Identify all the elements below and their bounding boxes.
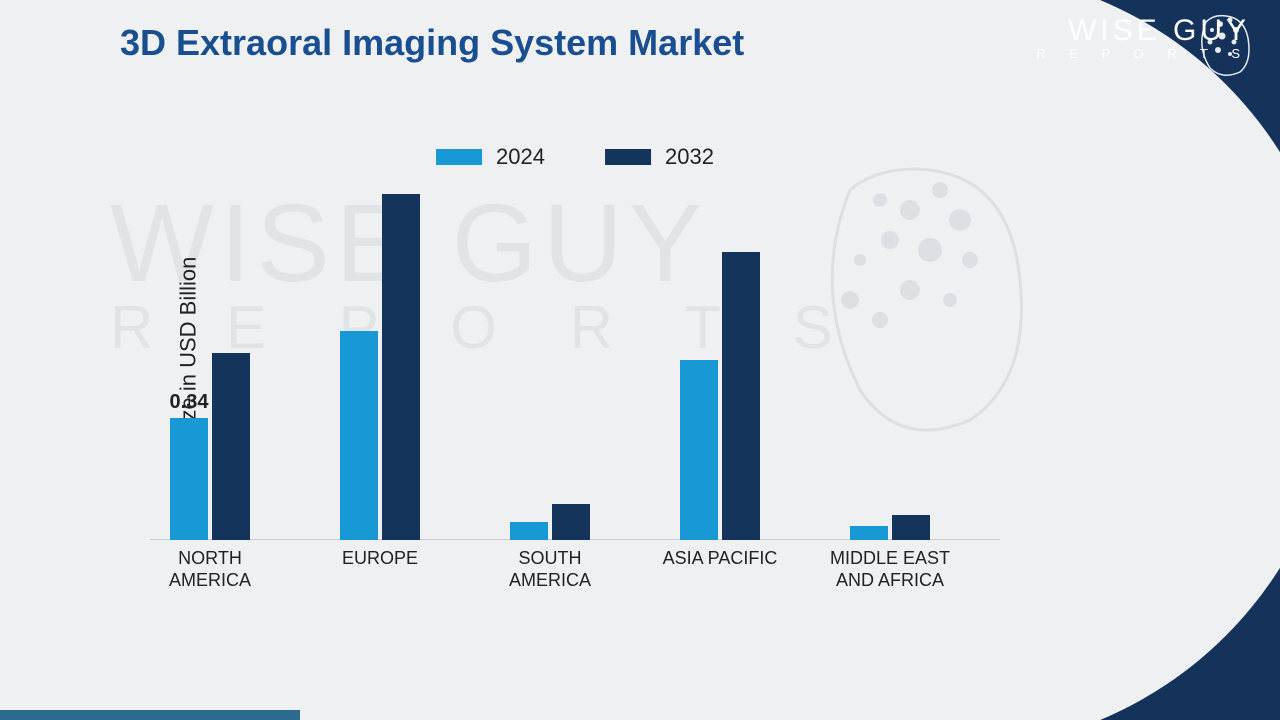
category-label: SOUTH AMERICA <box>480 548 620 591</box>
category-label: EUROPE <box>310 548 450 570</box>
legend-swatch-2024 <box>436 149 482 165</box>
bar-2032 <box>212 353 250 540</box>
bar-2024: 0.34 <box>170 418 208 540</box>
plot-area: 0.34NORTH AMERICAEUROPESOUTH AMERICAASIA… <box>150 180 1000 540</box>
legend-item-2024: 2024 <box>436 144 545 170</box>
bar-value-label: 0.34 <box>170 391 209 414</box>
chart-title: 3D Extraoral Imaging System Market <box>120 22 744 64</box>
legend-label-2032: 2032 <box>665 144 714 170</box>
canvas: WISE GUY R E P O R T S 3D Extraoral Imag… <box>0 0 1280 720</box>
bar-2024 <box>510 522 548 540</box>
bar-2032 <box>892 515 930 540</box>
brand-logo: WISE GUY R E P O R T S <box>1036 14 1250 61</box>
category-label: NORTH AMERICA <box>140 548 280 591</box>
bar-2024 <box>680 360 718 540</box>
legend: 2024 2032 <box>436 144 714 170</box>
bar-2024 <box>850 526 888 540</box>
bar-2024 <box>340 331 378 540</box>
legend-swatch-2032 <box>605 149 651 165</box>
bottom-accent-bar <box>0 710 300 720</box>
brand-head-icon <box>1192 10 1256 82</box>
bar-2032 <box>722 252 760 540</box>
category-label: MIDDLE EAST AND AFRICA <box>820 548 960 591</box>
legend-label-2024: 2024 <box>496 144 545 170</box>
bar-2032 <box>552 504 590 540</box>
bar-chart: Market Size in USD Billion 2024 2032 0.3… <box>110 150 1040 620</box>
category-label: ASIA PACIFIC <box>650 548 790 570</box>
bar-2032 <box>382 194 420 540</box>
legend-item-2032: 2032 <box>605 144 714 170</box>
